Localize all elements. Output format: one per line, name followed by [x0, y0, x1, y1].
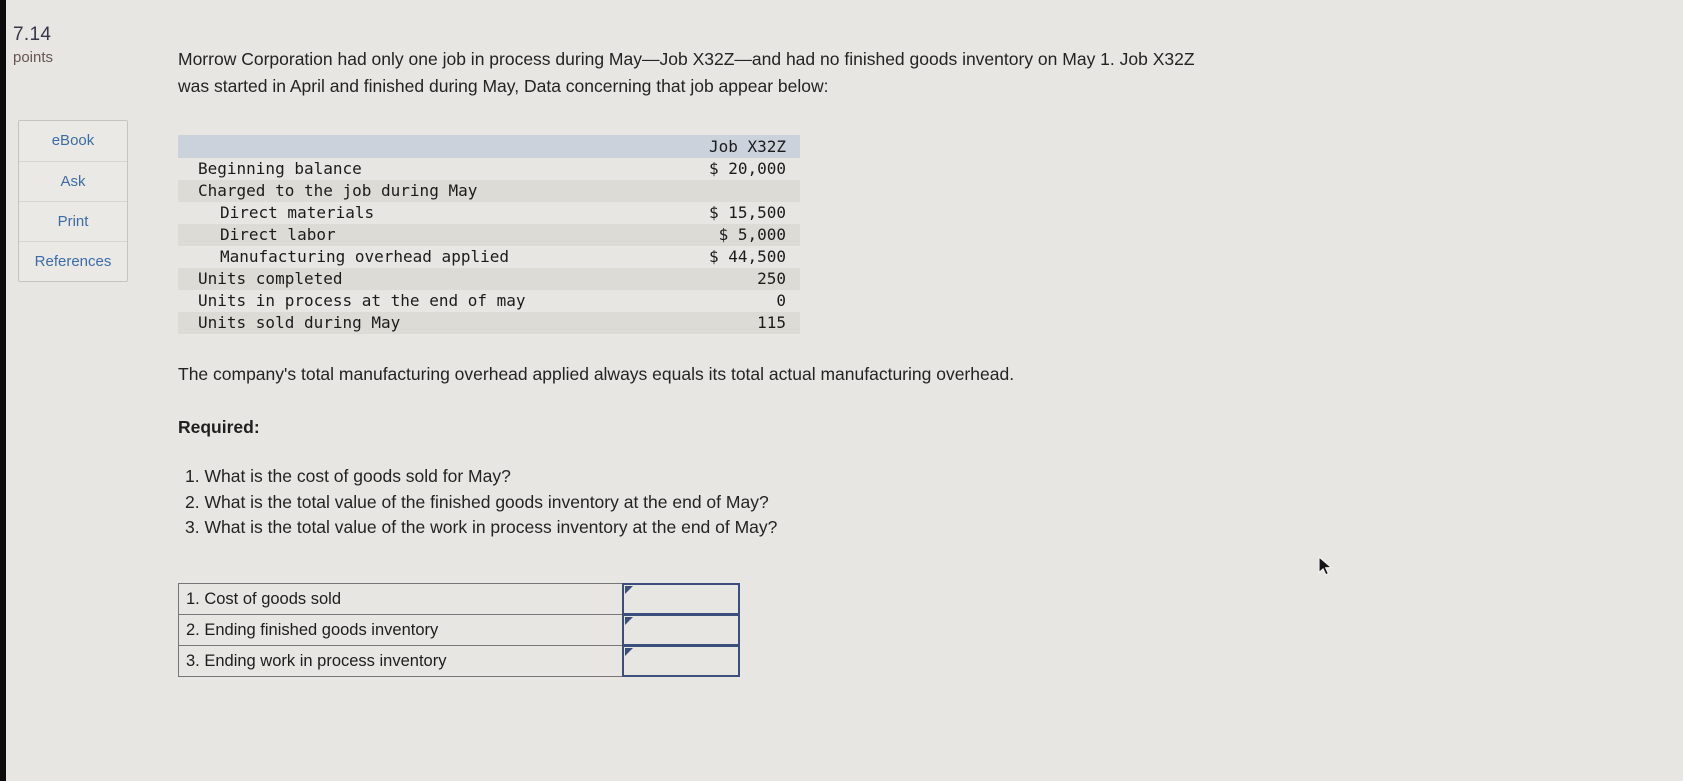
job-data-table-header: Job X32Z [178, 135, 800, 158]
table-row: Units completed 250 [178, 268, 800, 290]
sidebar-button-stack: eBook Ask Print References [18, 120, 128, 282]
row-value: 250 [757, 269, 786, 288]
points-label: points [13, 49, 54, 66]
required-heading: Required: [178, 417, 260, 437]
problem-intro: Morrow Corporation had only one job in p… [178, 46, 1195, 100]
ebook-button[interactable]: eBook [51, 132, 95, 149]
print-button[interactable]: Print [19, 201, 127, 241]
answer-row-wip: 3. Ending work in process inventory [179, 645, 740, 677]
job-data-table: Job X32Z Beginning balance $ 20,000 Char… [178, 135, 800, 334]
question-item-1: 1. What is the cost of goods sold for Ma… [185, 466, 511, 486]
question-list: 1. What is the cost of goods sold for Ma… [185, 464, 777, 541]
table-row: Units sold during May 115 [178, 312, 800, 334]
row-label: Beginning balance [198, 159, 362, 178]
answer-label: 2. Ending finished goods inventory [186, 621, 439, 639]
answer-row-cogs: 1. Cost of goods sold [179, 583, 740, 615]
table-row: Direct labor $ 5,000 [178, 224, 800, 246]
row-value: 115 [757, 313, 786, 332]
row-value: 0 [776, 291, 786, 310]
answer-label: 3. Ending work in process inventory [186, 652, 447, 670]
wip-answer-input[interactable] [622, 645, 740, 677]
row-value: $ 20,000 [708, 159, 786, 178]
table-row: Charged to the job during May [178, 180, 800, 202]
row-value: $ 5,000 [718, 225, 786, 244]
overhead-note: The company's total manufacturing overhe… [178, 364, 1015, 384]
table-row: Direct materials $ 15,500 [178, 202, 800, 224]
answer-label: 1. Cost of goods sold [186, 590, 342, 608]
table-row: Manufacturing overhead applied $ 44,500 [178, 246, 800, 268]
row-value: $ 44,500 [708, 247, 786, 266]
references-button[interactable]: References [19, 241, 127, 281]
problem-intro-line2: was started in April and finished during… [178, 76, 829, 96]
row-label: Units in process at the end of may [198, 291, 526, 310]
question-item-3: 3. What is the total value of the work i… [185, 517, 778, 537]
points-value: 7.14 [13, 24, 52, 45]
table-row: Beginning balance $ 20,000 [178, 158, 800, 180]
question-item-2: 2. What is the total value of the finish… [185, 491, 769, 512]
cell-corner-marker-icon [625, 648, 634, 656]
row-label: Direct materials [220, 203, 375, 222]
row-label: Direct labor [220, 225, 336, 244]
row-label: Units completed [198, 269, 343, 288]
ask-button[interactable]: Ask [19, 161, 127, 201]
cell-corner-marker-icon [625, 617, 634, 625]
row-value: $ 15,500 [708, 203, 786, 222]
row-value [786, 180, 800, 202]
cogs-answer-input[interactable] [622, 583, 740, 615]
row-label: Units sold during May [198, 313, 401, 332]
row-label: Charged to the job during May [198, 181, 478, 200]
problem-intro-line1: Morrow Corporation had only one job in p… [178, 49, 1195, 69]
mouse-cursor-icon [1318, 555, 1340, 585]
screen-left-bezel [0, 0, 6, 781]
answer-row-finished-goods: 2. Ending finished goods inventory [179, 614, 740, 646]
answer-table: 1. Cost of goods sold 2. Ending finished… [178, 583, 740, 677]
finished-goods-answer-input[interactable] [622, 614, 740, 646]
row-label: Manufacturing overhead applied [220, 247, 509, 266]
table-row: Units in process at the end of may 0 [178, 290, 800, 312]
points-block: 7.14 points [13, 24, 53, 66]
cell-corner-marker-icon [625, 586, 634, 594]
